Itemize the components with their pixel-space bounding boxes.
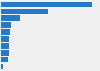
Bar	[1, 22, 11, 28]
Bar	[1, 43, 9, 49]
Bar	[1, 2, 92, 7]
Bar	[1, 15, 20, 21]
Bar	[1, 29, 10, 35]
Bar	[1, 64, 3, 69]
Bar	[1, 50, 9, 56]
Bar	[1, 9, 48, 14]
Bar	[1, 36, 9, 42]
Bar	[1, 57, 8, 62]
